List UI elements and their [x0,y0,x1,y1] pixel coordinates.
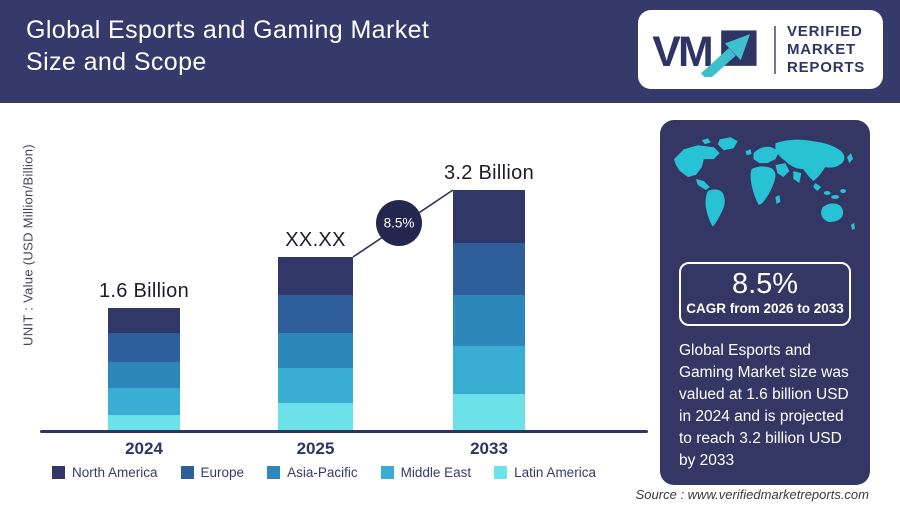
bar-segment-north-america [278,257,353,295]
x-axis-label-2024: 2024 [125,439,163,458]
legend-label: Asia-Pacific [287,465,358,480]
page-title: Global Esports and Gaming Market Size an… [26,16,430,76]
world-map-icon [673,137,856,230]
logo-wordmark: VERIFIED MARKET REPORTS [787,23,865,77]
bar-value-label-2025: XX.XX [285,229,346,251]
bar-segment-europe [453,243,525,295]
vmr-logo: VM VERIFIED MARKET REPORTS [638,10,883,89]
bar-segment-middle-east [453,346,525,394]
logo-line-verified: VERIFIED [787,22,863,40]
legend-swatch-icon [380,466,394,479]
bar-segment-europe [108,333,180,362]
bar-segment-asia-pacific [278,332,353,368]
legend-item-latin-america: Latin America [494,465,596,480]
legend-swatch-icon [494,466,508,479]
logo-arrow-tail [700,47,736,77]
sidebar-panel: 8.5% CAGR from 2026 to 2033 Global Espor… [660,120,870,485]
legend-swatch-icon [52,466,65,479]
bar-2033 [453,190,525,432]
vmr-logo-mark-icon: VM [652,27,757,77]
legend-label: Latin America [514,465,596,480]
bar-segment-asia-pacific [108,362,180,388]
x-axis-label-2033: 2033 [470,439,508,458]
legend-label: Middle East [400,465,472,480]
bar-segment-north-america [108,308,180,333]
bar-segment-latin-america [108,415,180,432]
legend-item-north-america: North America [52,465,158,480]
legend-label: Europe [200,465,245,480]
logo-vm-text: VM [652,27,711,75]
legend-item-europe: Europe [180,465,245,480]
legend-item-asia-pacific: Asia-Pacific [267,465,358,480]
y-axis-label: UNIT : Value (USD Million/Billion) [20,144,36,346]
legend: North America Europe Asia-Pacific Middle Ea… [52,465,596,480]
bar-segment-latin-america [453,394,525,432]
legend-swatch-icon [267,466,281,479]
logo-line-reports: REPORTS [787,58,866,76]
cagr-badge-text: 8.5% [384,216,415,231]
market-description: Global Esports and Gaming Market size wa… [679,342,849,469]
bar-value-label-2024: 1.6 Billion [98,280,190,302]
bar-2024 [108,308,180,432]
legend-item-middle-east: Middle East [380,465,472,480]
legend-label: North America [72,465,158,480]
header: Global Esports and Gaming Market Size an… [0,0,900,103]
logo-arrow-head-icon [724,33,751,60]
cagr-circle-badge [376,200,422,246]
bar-segment-north-america [453,190,525,243]
cagr-caption: CAGR from 2026 to 2033 [686,301,844,317]
logo-line-market: MARKET [787,40,856,58]
logo-divider [774,25,776,74]
cagr-box: 8.5% CAGR from 2026 to 2033 [679,262,851,326]
bar-segment-latin-america [278,402,353,432]
legend-swatch-icon [180,466,194,479]
bar-segment-middle-east [108,388,180,415]
bar-segment-asia-pacific [453,295,525,346]
x-axis-label-2025: 2025 [296,439,335,458]
cagr-value: 8.5% [731,268,799,300]
bar-segment-middle-east [278,367,353,403]
source-attribution: Source : www.verifiedmarketreports.com [635,487,869,502]
connector-line [352,189,454,258]
bar-2025 [278,257,353,432]
bar-segment-europe [278,294,353,333]
bar-value-label-2033: 3.2 Billion [443,162,535,184]
x-axis-line [40,430,648,433]
